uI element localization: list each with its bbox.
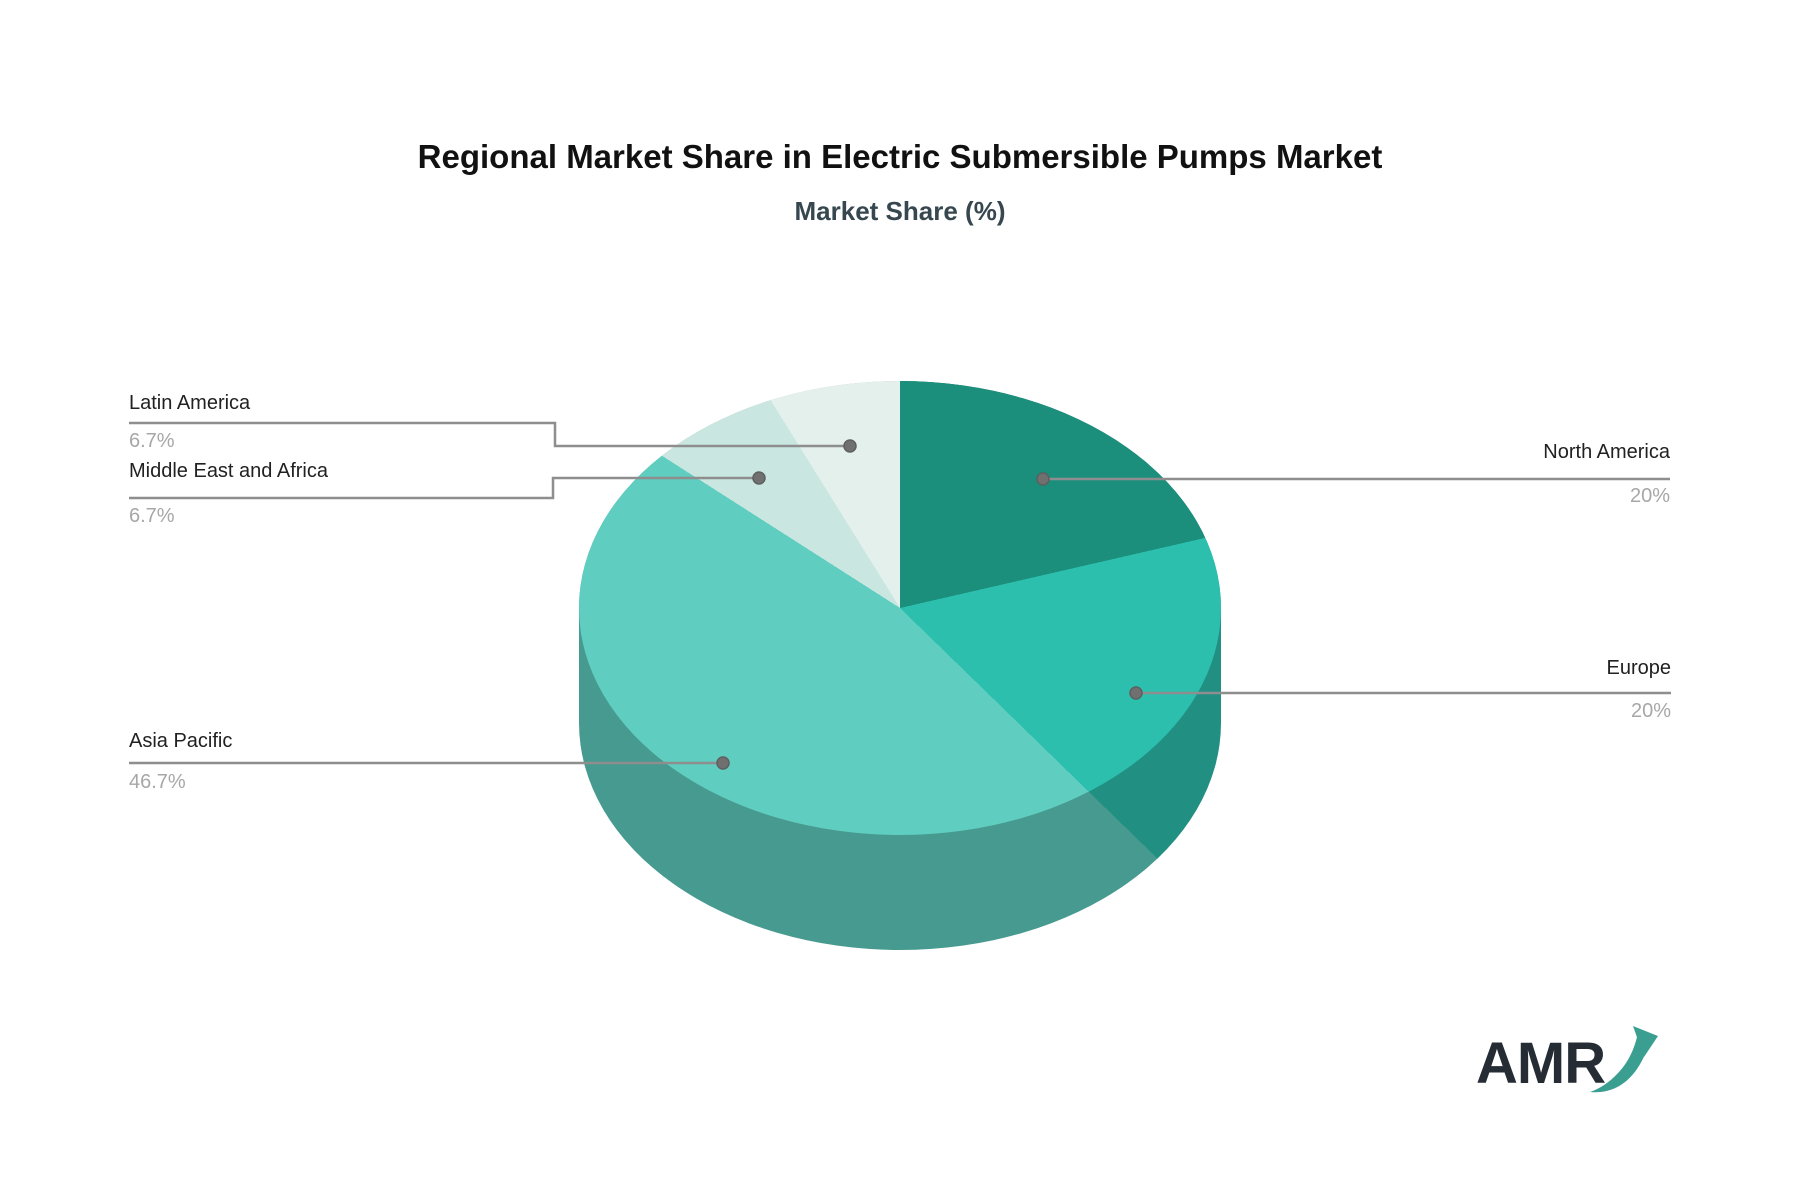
amr-logo: AMR [1476,1026,1696,1120]
page-title: Regional Market Share in Electric Submer… [417,138,1383,175]
chart-subtitle: Market Share (%) [794,196,1006,226]
label-europe: Europe [1606,657,1672,679]
pie-top-face [579,381,1221,835]
value-middle-east-and-africa: 6.7% [129,505,175,527]
label-north-america: North America [1543,441,1670,463]
amr-logo-text: AMR [1476,1031,1606,1096]
value-north-america: 20% [1629,485,1670,507]
value-asia-pacific: 46.7% [129,771,186,793]
label-latin-america: Latin America [129,392,251,414]
value-latin-america: 6.7% [129,430,175,452]
label-middle-east-and-africa: Middle East and Africa [129,460,328,482]
growth-arrow-icon [1590,1026,1658,1093]
value-europe: 20% [1630,700,1671,722]
label-asia-pacific: Asia Pacific [129,730,233,752]
